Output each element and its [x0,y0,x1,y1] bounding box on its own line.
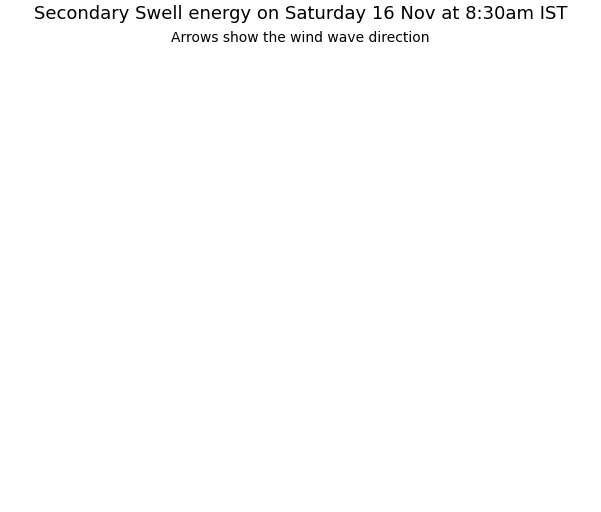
Text: Map requires cartopy: Map requires cartopy [227,273,374,287]
Text: Arrows show the wind wave direction: Arrows show the wind wave direction [171,31,430,45]
Text: Secondary Swell energy on Saturday 16 Nov at 8:30am IST: Secondary Swell energy on Saturday 16 No… [34,5,567,23]
